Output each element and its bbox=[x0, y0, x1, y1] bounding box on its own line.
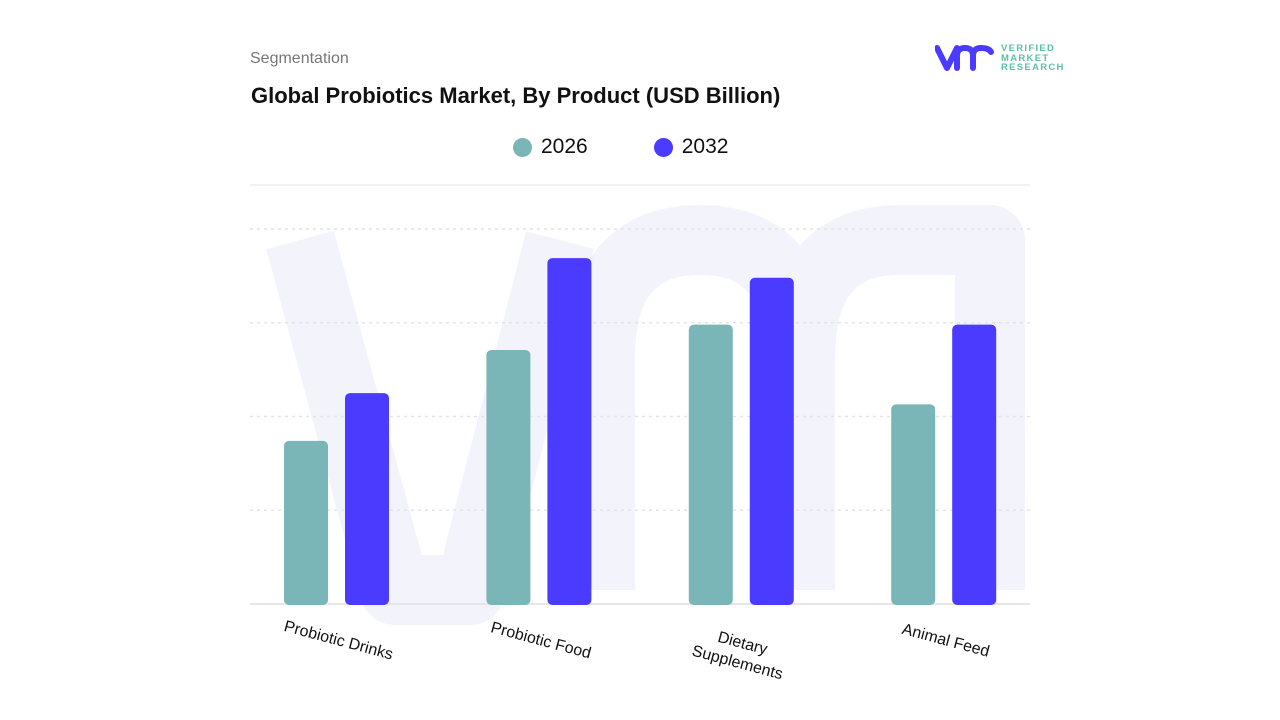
bar-2026-1 bbox=[486, 349, 531, 605]
legend-item-2032: 2032 bbox=[653, 135, 729, 159]
bar-2026-0 bbox=[284, 440, 328, 605]
legend-item-2026: 2026 bbox=[513, 135, 588, 159]
vmr-logo: VERIFIED MARKET RESEARCH bbox=[935, 44, 1065, 73]
legend-swatch-2026 bbox=[513, 137, 532, 157]
x-tick-label: DietarySupplements bbox=[690, 623, 790, 683]
section-label: Segmentation bbox=[250, 50, 349, 67]
watermark-logo bbox=[266, 205, 1025, 625]
legend-swatch-2032 bbox=[653, 137, 673, 157]
chart-title: Global Probiotics Market, By Product (US… bbox=[251, 83, 781, 108]
bar-2026-2 bbox=[688, 324, 733, 605]
legend-label-2026: 2026 bbox=[541, 135, 588, 158]
legend-label-2032: 2032 bbox=[681, 135, 729, 158]
logo-text: VERIFIED MARKET RESEARCH bbox=[1001, 43, 1065, 73]
x-tick-label: Probiotic Drinks bbox=[282, 618, 395, 663]
bar-2032-3 bbox=[952, 324, 997, 605]
x-tick-label: Probiotic Food bbox=[489, 619, 593, 662]
vmr-logo-mark-icon bbox=[935, 45, 994, 72]
x-tick-label: Animal Feed bbox=[900, 621, 991, 661]
legend: 2026 2032 bbox=[513, 135, 728, 159]
bar-2032-1 bbox=[547, 258, 592, 605]
bar-2032-2 bbox=[749, 277, 794, 605]
bar-2032-0 bbox=[345, 393, 389, 605]
bar-2026-3 bbox=[891, 404, 936, 605]
